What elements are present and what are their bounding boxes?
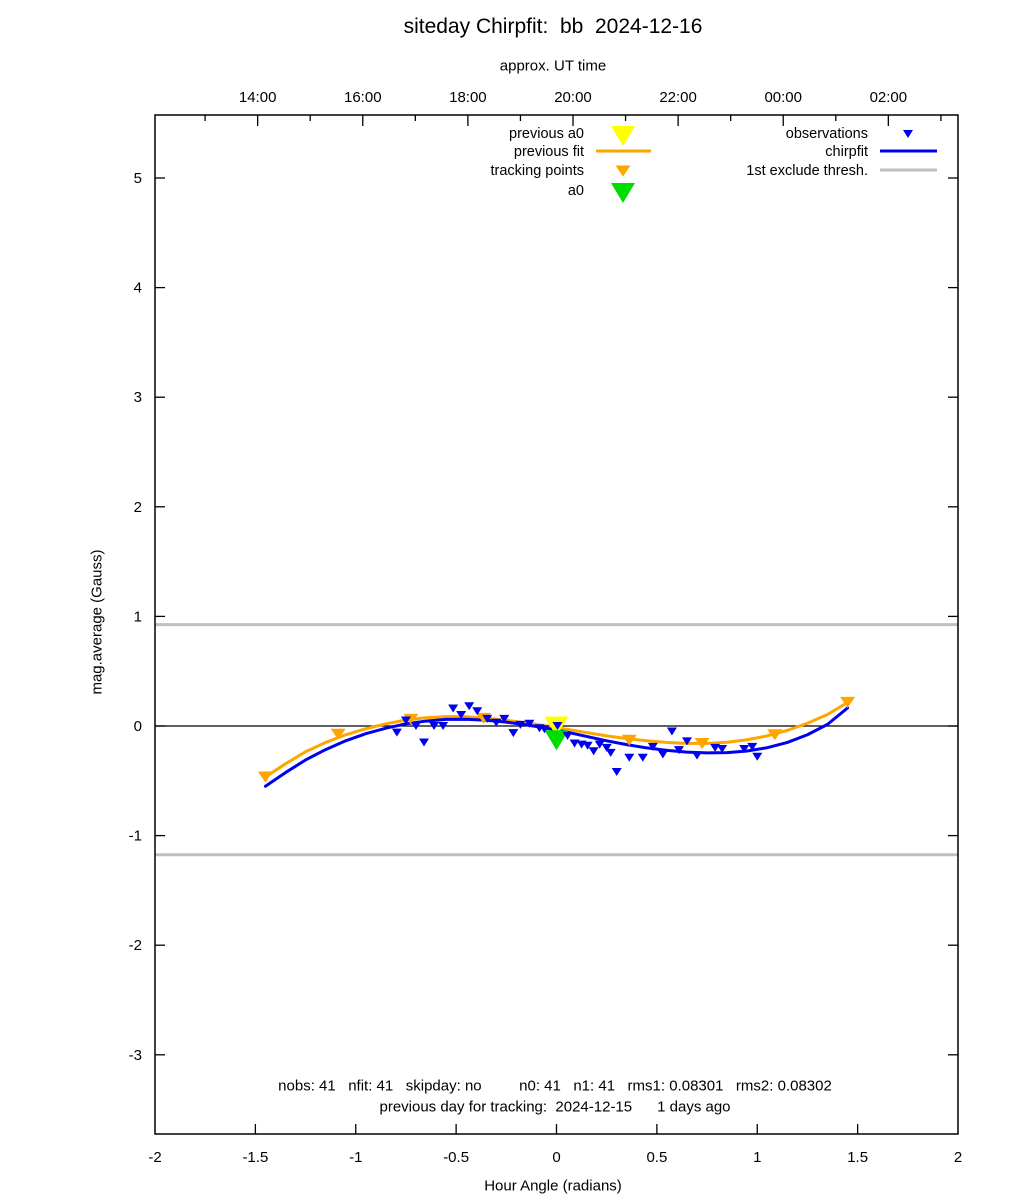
observations-marker [611, 768, 622, 777]
observations-marker [569, 739, 580, 748]
observations-marker [637, 753, 648, 762]
chart-title: siteday Chirpfit: bb 2024-12-16 [403, 15, 703, 38]
x-tick-label: -2 [148, 1149, 161, 1166]
observations-marker [739, 745, 750, 754]
stats-line-1: nobs: 41 nfit: 41 skipday: no n0: 41 n1:… [278, 1077, 832, 1095]
observations-marker [647, 742, 658, 751]
y-axis-title: mag.average (Gauss) [88, 549, 106, 695]
y-tick-label: 2 [134, 499, 142, 516]
y-tick-label: 5 [134, 170, 142, 187]
x-tick-label: -0.5 [443, 1149, 469, 1166]
observations-marker [429, 722, 440, 730]
legend-marker [615, 165, 631, 177]
tracking-points-marker [257, 771, 273, 783]
y-tick-label: 1 [134, 608, 142, 625]
y-tick-label: 3 [134, 389, 142, 406]
observations-marker [747, 742, 758, 751]
legend-label: chirpfit [825, 144, 868, 160]
x-tick-label: 1.5 [847, 1149, 868, 1166]
legend-label: previous fit [514, 144, 584, 160]
observations-marker [582, 741, 593, 750]
y-tick-label: -2 [129, 937, 142, 954]
stats-line-2: previous day for tracking: 2024-12-15 1 … [379, 1098, 731, 1116]
tracking-points-marker [621, 734, 637, 746]
ut-tick-label: 22:00 [659, 89, 697, 106]
observations-marker [410, 722, 421, 730]
observations-marker [752, 752, 763, 761]
observations-marker [717, 745, 728, 754]
y-tick-label: -3 [129, 1047, 142, 1064]
legend-marker [611, 126, 635, 146]
tracking-points-marker [840, 696, 856, 708]
observations-marker [482, 714, 493, 723]
x-tick-label: 1 [753, 1149, 761, 1166]
ut-tick-label: 20:00 [554, 89, 592, 106]
observations-marker [491, 718, 502, 727]
observations-marker [400, 716, 411, 725]
observations-marker [562, 731, 573, 740]
observations-marker [624, 753, 635, 762]
observations-marker [464, 702, 475, 711]
tracking-points-marker [694, 738, 710, 750]
legend-marker [903, 130, 913, 138]
a0-marker [544, 730, 569, 751]
observations-marker [515, 720, 526, 729]
observations-marker [391, 728, 402, 737]
legend-label: 1st exclude thresh. [746, 163, 868, 179]
observations-marker [657, 750, 668, 759]
observations-marker [438, 722, 449, 730]
observations-marker [448, 704, 459, 713]
ut-tick-label: 00:00 [764, 89, 802, 106]
x-tick-label: 0 [552, 1149, 560, 1166]
ut-tick-label: 18:00 [449, 89, 487, 106]
y-tick-label: 4 [134, 280, 142, 297]
observations-marker [588, 747, 599, 756]
observations-marker [601, 743, 612, 752]
observations-marker [681, 737, 692, 746]
observations-marker [524, 719, 535, 728]
x-axis-title: Hour Angle (radians) [484, 1177, 622, 1195]
observations-marker [499, 714, 510, 723]
tracking-points-marker [330, 728, 346, 740]
top-axis-title: approx. UT time [499, 57, 607, 75]
legend-label: previous a0 [509, 126, 584, 142]
observations-marker [673, 746, 684, 755]
observations-marker [666, 727, 677, 736]
legend-label: tracking points [491, 163, 585, 179]
observations-marker [419, 738, 430, 747]
observations-marker [692, 751, 703, 760]
ut-tick-label: 16:00 [344, 89, 382, 106]
observations-marker [710, 743, 721, 752]
observations-marker [552, 722, 563, 730]
x-tick-label: -1 [349, 1149, 362, 1166]
legend-label: a0 [568, 183, 584, 199]
legend-marker [611, 183, 635, 203]
observations-marker [508, 729, 519, 738]
tracking-points-marker [767, 729, 783, 741]
y-tick-label: 0 [134, 718, 142, 735]
x-tick-label: 2 [954, 1149, 962, 1166]
x-tick-label: 0.5 [646, 1149, 667, 1166]
observations-marker [456, 711, 467, 720]
ut-tick-label: 14:00 [239, 89, 277, 106]
observations-marker [539, 725, 550, 734]
observations-marker [605, 748, 616, 757]
x-tick-label: -1.5 [242, 1149, 268, 1166]
y-tick-label: -1 [129, 828, 142, 845]
legend-label: observations [786, 126, 868, 142]
observations-marker [594, 740, 605, 749]
observations-marker [472, 707, 483, 716]
ut-tick-label: 02:00 [870, 89, 908, 106]
